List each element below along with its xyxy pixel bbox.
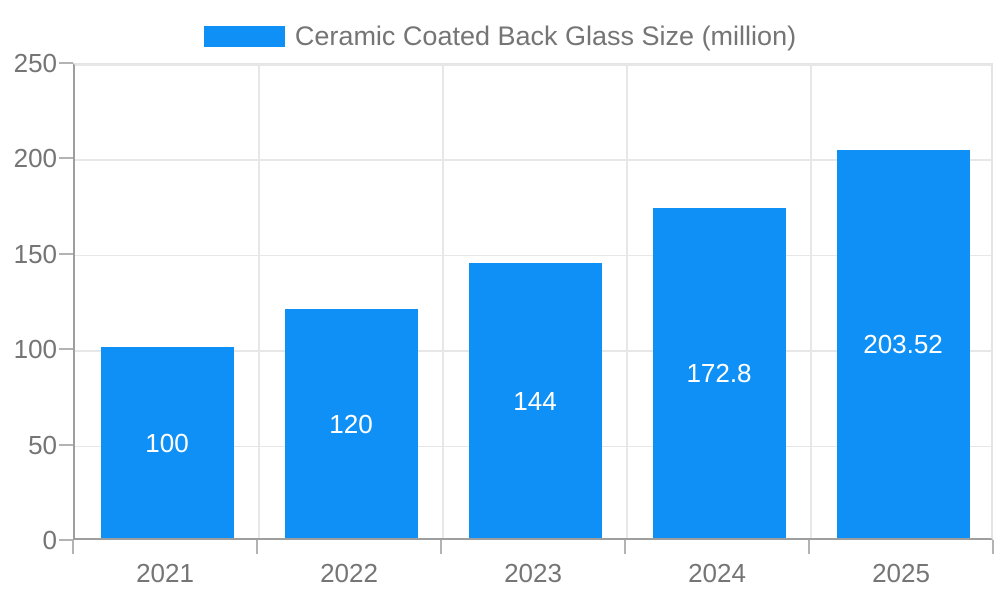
y-tick-mark xyxy=(59,157,73,160)
legend-swatch xyxy=(203,26,285,47)
bar: 144 xyxy=(468,263,602,538)
plot-area: 100 120 144 172.8 203.52 xyxy=(73,63,993,540)
bar-value-label: 172.8 xyxy=(686,358,752,389)
bar: 172.8 xyxy=(652,208,786,538)
gridline xyxy=(258,65,260,538)
x-tick-label: 2023 xyxy=(504,558,562,588)
x-tick-mark xyxy=(72,540,74,554)
bar-value-label: 120 xyxy=(329,408,373,439)
y-tick-label: 0 xyxy=(42,525,57,555)
x-tick-mark xyxy=(624,540,626,554)
bar-value-label: 100 xyxy=(145,427,189,458)
gridline xyxy=(442,65,444,538)
y-tick-label: 50 xyxy=(28,429,57,460)
x-tick-label: 2021 xyxy=(136,558,194,588)
x-tick-label: 2024 xyxy=(688,558,746,588)
gridline xyxy=(75,64,991,66)
y-tick-mark xyxy=(59,539,73,541)
x-tick-label: 2025 xyxy=(872,558,930,588)
bar-value-label: 144 xyxy=(513,385,557,416)
legend-label: Ceramic Coated Back Glass Size (million) xyxy=(294,21,797,51)
gridline xyxy=(75,159,991,161)
y-tick-label: 100 xyxy=(13,334,57,365)
y-tick-label: 150 xyxy=(13,238,57,269)
y-tick-label: 250 xyxy=(13,48,57,78)
x-tick-mark xyxy=(440,540,442,554)
x-tick-label: 2022 xyxy=(320,558,378,588)
y-tick-mark xyxy=(59,252,73,255)
bar: 203.52 xyxy=(836,149,970,538)
bar-value-label: 203.52 xyxy=(863,328,943,359)
x-tick-mark xyxy=(256,540,258,554)
bar: 100 xyxy=(100,347,234,538)
y-tick-mark xyxy=(59,348,73,351)
gridline xyxy=(626,65,628,538)
bar: 120 xyxy=(284,309,418,538)
x-tick-mark xyxy=(992,540,994,554)
legend: Ceramic Coated Back Glass Size (million) xyxy=(0,21,1000,52)
y-tick-mark xyxy=(59,62,73,64)
y-tick-label: 200 xyxy=(13,143,57,174)
x-tick-mark xyxy=(808,540,810,554)
gridline xyxy=(810,65,812,538)
y-tick-mark xyxy=(59,443,73,446)
gridline xyxy=(75,254,991,257)
